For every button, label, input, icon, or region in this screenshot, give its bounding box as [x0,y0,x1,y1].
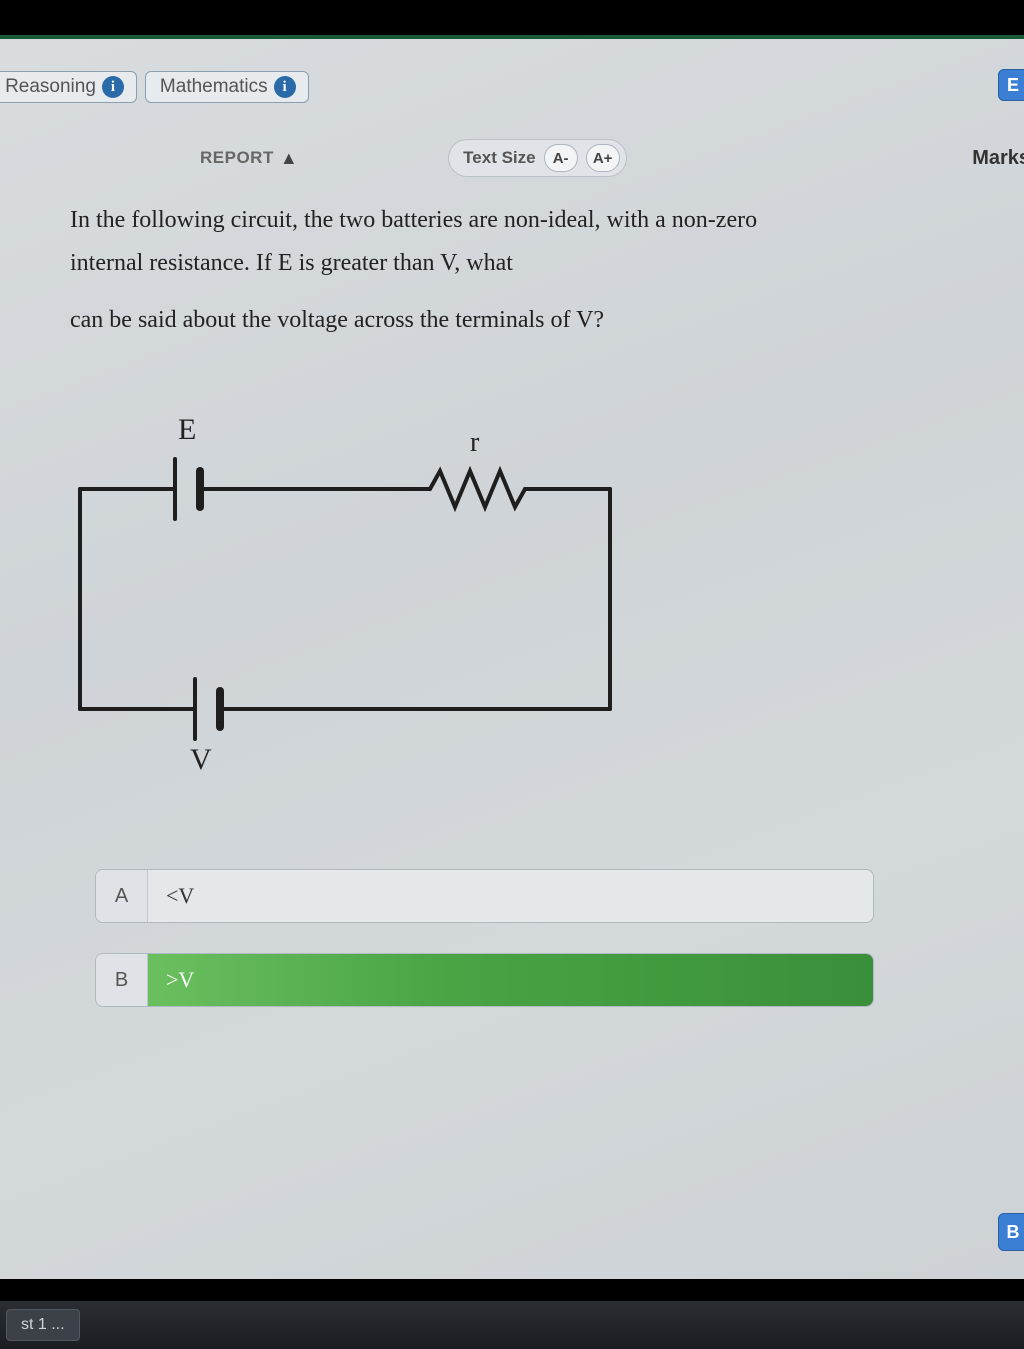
tab-mathematics[interactable]: Mathematics i [145,71,309,103]
tab-mathematics-label: Mathematics [160,76,268,98]
text-size-increase-button[interactable]: A+ [586,144,620,172]
app-screen: al Reasoning i Mathematics i E REPORT ▲ … [0,35,1024,1279]
right-edge-button-top[interactable]: E [998,69,1024,101]
window-top-border [0,0,1024,35]
info-icon: i [102,76,124,98]
circuit-label-V: V [190,743,212,776]
circuit-label-E: E [178,413,196,446]
answer-text: >V [148,954,873,1006]
answer-letter: A [96,870,148,922]
warning-icon: ▲ [280,148,298,169]
answer-letter: B [96,954,148,1006]
info-icon: i [274,76,296,98]
taskbar-item[interactable]: st 1 ... [6,1309,80,1341]
subject-tabs: al Reasoning i Mathematics i [0,71,309,103]
answer-option-a[interactable]: A <V [95,869,874,923]
report-label: REPORT [200,148,274,168]
tab-reasoning[interactable]: al Reasoning i [0,71,137,103]
question-text: In the following circuit, the two batter… [70,199,1004,343]
answer-text: <V [148,870,873,922]
text-size-label: Text Size [463,148,535,168]
taskbar: st 1 ... [0,1301,1024,1349]
circuit-diagram: E r V [60,409,630,779]
text-size-decrease-button[interactable]: A- [544,144,578,172]
right-edge-label: E [1007,75,1019,96]
right-edge-label: B [1007,1222,1020,1243]
answer-options: A <V B >V [95,869,874,1037]
circuit-label-r: r [470,427,480,458]
answer-option-b[interactable]: B >V [95,953,874,1007]
question-line: In the following circuit, the two batter… [70,199,1004,242]
question-line: internal resistance. If E is greater tha… [70,242,1004,285]
text-size-control: Text Size A- A+ [448,139,626,177]
right-edge-button-bottom[interactable]: B [998,1213,1024,1251]
tab-reasoning-label: al Reasoning [0,76,96,98]
toolbar: REPORT ▲ Text Size A- A+ Marks [0,139,1024,177]
report-button[interactable]: REPORT ▲ [200,148,298,169]
marks-label: Marks [972,147,1024,170]
question-line: can be said about the voltage across the… [70,299,1004,342]
